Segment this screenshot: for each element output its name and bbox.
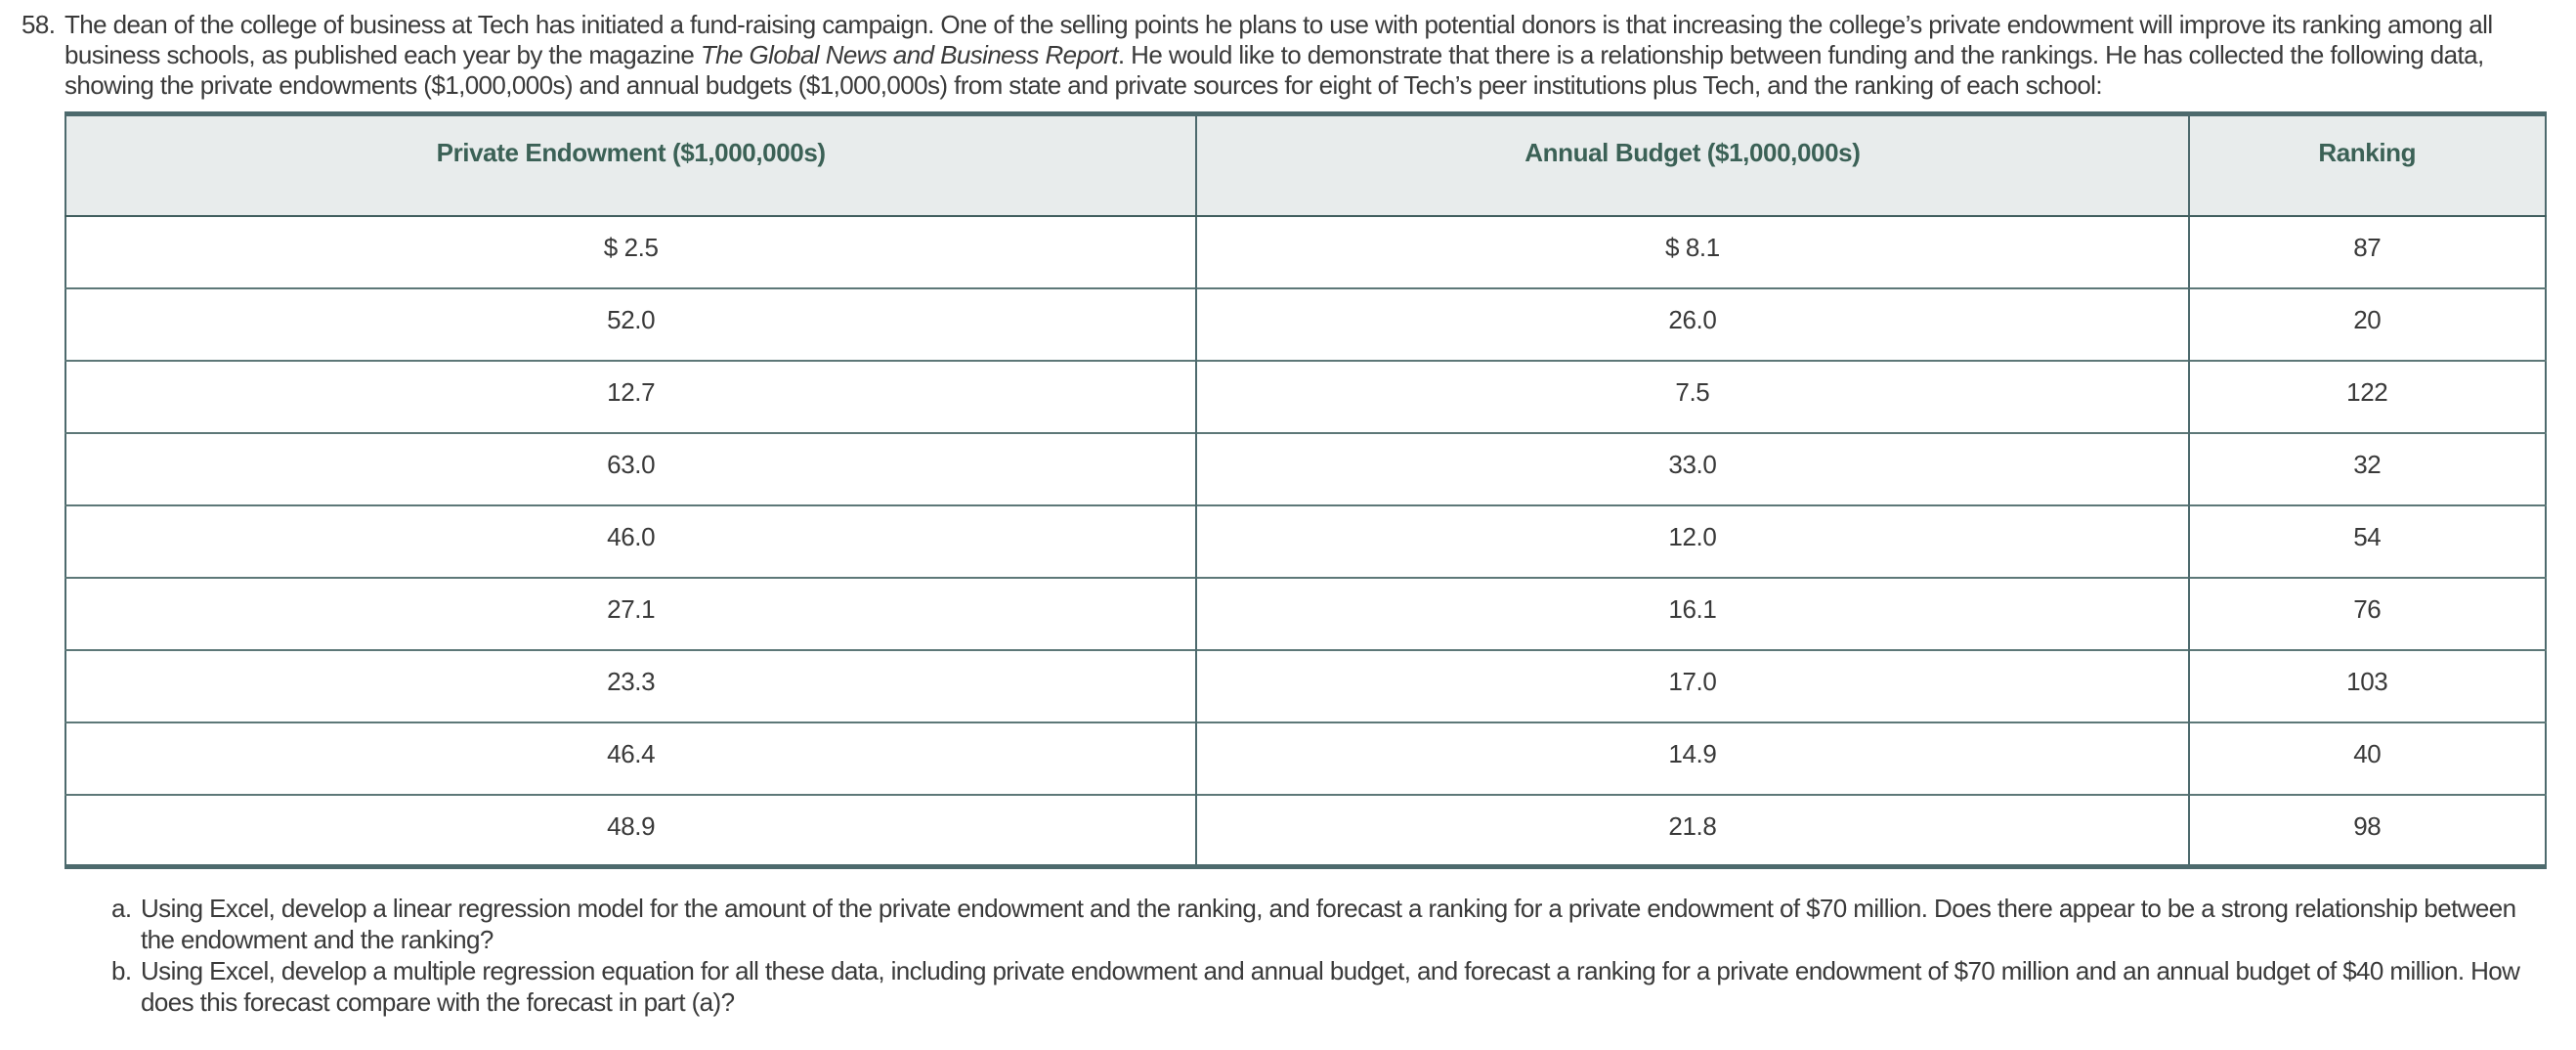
- intro-text-before: The dean of the college of business at T…: [64, 10, 2493, 69]
- table-header-row: Private Endowment ($1,000,000s) Annual B…: [65, 113, 2546, 217]
- question-list: a. Using Excel, develop a linear regress…: [64, 893, 2547, 1018]
- table-row: $ 2.5 $ 8.1 87: [65, 215, 2546, 288]
- table-cell: 27.1: [65, 576, 1197, 650]
- table-row: 23.3 17.0 103: [65, 648, 2546, 722]
- magazine-title: The Global News and Business Report: [700, 40, 1119, 69]
- table-body: $ 2.5 $ 8.1 87 52.0 26.0 20 12.7 7.5 122 63.0 33.0…: [65, 215, 2546, 867]
- endowment-table: Private Endowment ($1,000,000s) Annual B…: [64, 111, 2547, 869]
- problem-content: The dean of the college of business at T…: [64, 10, 2547, 1018]
- table-cell: 46.4: [65, 721, 1197, 795]
- table-cell: 52.0: [65, 286, 1197, 361]
- table-cell: 54: [2187, 503, 2546, 578]
- table-cell: 98: [2187, 793, 2546, 867]
- problem-number: 58.: [21, 10, 56, 39]
- column-header-annual-budget: Annual Budget ($1,000,000s): [1195, 113, 2189, 217]
- column-header-ranking: Ranking: [2187, 113, 2546, 217]
- question-b-marker: b.: [111, 956, 132, 985]
- question-b: b. Using Excel, develop a multiple regre…: [111, 955, 2547, 1018]
- table-cell: 16.1: [1195, 576, 2189, 650]
- table-cell: 7.5: [1195, 359, 2189, 433]
- table-cell: 48.9: [65, 793, 1197, 867]
- question-a-marker: a.: [111, 894, 132, 923]
- table-cell: 33.0: [1195, 431, 2189, 505]
- table-cell: 20: [2187, 286, 2546, 361]
- table-cell: 122: [2187, 359, 2546, 433]
- table-cell: 17.0: [1195, 648, 2189, 722]
- intro-text-after: . He would like to demonstrate that ther…: [64, 40, 2484, 100]
- table-row: 46.0 12.0 54: [65, 503, 2546, 578]
- table-row: 52.0 26.0 20: [65, 286, 2546, 361]
- table-cell: 87: [2187, 215, 2546, 288]
- table-cell: 76: [2187, 576, 2546, 650]
- column-header-private-endowment: Private Endowment ($1,000,000s): [65, 113, 1197, 217]
- question-a: a. Using Excel, develop a linear regress…: [111, 893, 2547, 955]
- table-row: 63.0 33.0 32: [65, 431, 2546, 505]
- problem-statement: The dean of the college of business at T…: [64, 10, 2547, 101]
- table-cell: 12.0: [1195, 503, 2189, 578]
- table-row: 27.1 16.1 76: [65, 576, 2546, 650]
- table-row: 46.4 14.9 40: [65, 721, 2546, 795]
- table-cell: $ 2.5: [65, 215, 1197, 288]
- table-cell: 46.0: [65, 503, 1197, 578]
- table-cell: 23.3: [65, 648, 1197, 722]
- table-cell: 40: [2187, 721, 2546, 795]
- table-cell: 26.0: [1195, 286, 2189, 361]
- question-b-text: Using Excel, develop a multiple regressi…: [141, 956, 2520, 1017]
- table-cell: 12.7: [65, 359, 1197, 433]
- problem-block: 58. The dean of the college of business …: [21, 10, 2547, 1018]
- table-cell: 63.0: [65, 431, 1197, 505]
- table-cell: 103: [2187, 648, 2546, 722]
- table-cell: 14.9: [1195, 721, 2189, 795]
- table-row: 48.9 21.8 98: [65, 793, 2546, 867]
- table-row: 12.7 7.5 122: [65, 359, 2546, 433]
- question-a-text: Using Excel, develop a linear regression…: [141, 894, 2516, 954]
- table-cell: $ 8.1: [1195, 215, 2189, 288]
- table-cell: 32: [2187, 431, 2546, 505]
- table-cell: 21.8: [1195, 793, 2189, 867]
